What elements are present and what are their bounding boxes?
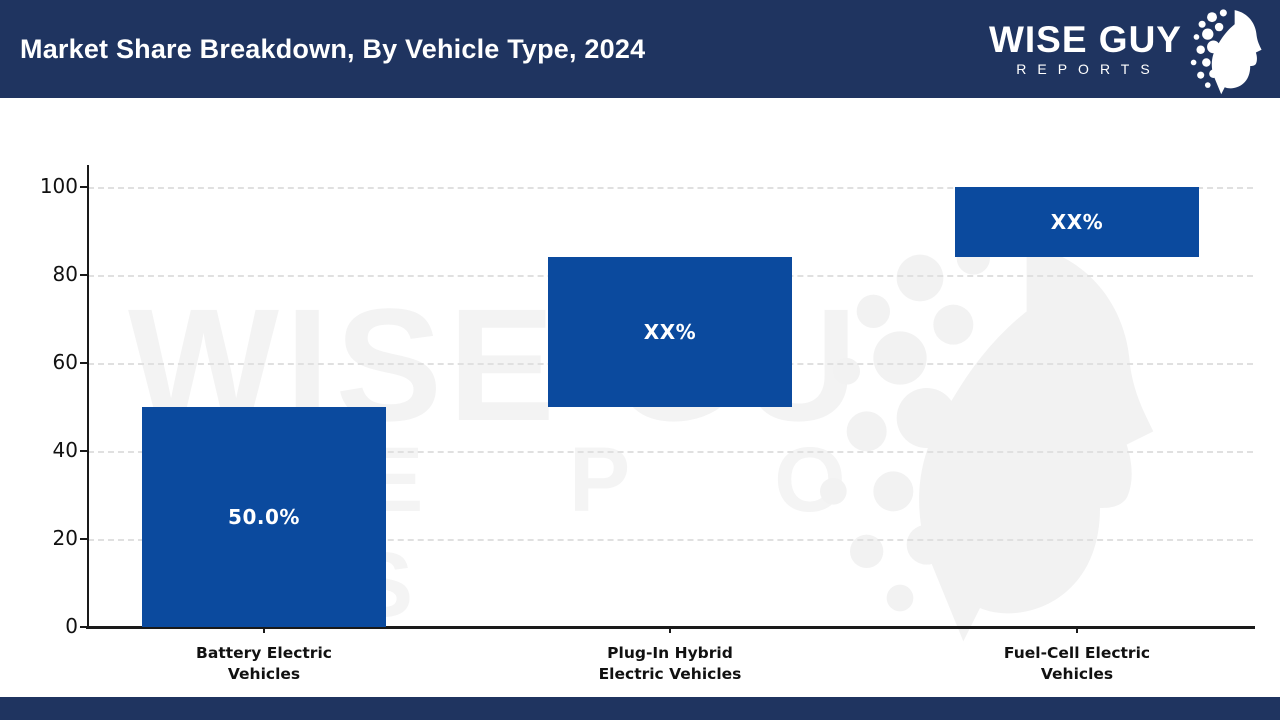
gridline (88, 187, 1253, 189)
x-tick-mark (1076, 627, 1078, 633)
category-label-line: Vehicles (227, 664, 301, 683)
category-label: Fuel-Cell Electric Vehicles (927, 643, 1227, 685)
footer-bar (0, 697, 1280, 720)
bar-segment: XX% (548, 257, 792, 407)
y-tick-label: 20 (52, 526, 78, 550)
bar-segment: 50.0% (142, 407, 386, 627)
category-label-line: Electric Vehicles (598, 664, 742, 683)
gridline (88, 451, 1253, 453)
brand-name: WISE GUY (988, 19, 1182, 60)
bar-value-label: XX% (643, 320, 697, 345)
bar-chart-plot: 0 20 40 60 80 100 50.0% XX% XX% Battery Electri… (40, 165, 1255, 683)
y-tick-mark (80, 626, 88, 628)
page-title: Market Share Breakdown, By Vehicle Type,… (20, 33, 646, 64)
category-label: Plug-In Hybrid Electric Vehicles (520, 643, 820, 685)
brand-logo: WISE GUY REPORTS (989, 3, 1280, 95)
category-label-line: Battery Electric (196, 644, 332, 662)
brand-logo-text: WISE GUY REPORTS (989, 21, 1182, 77)
bar-value-label: XX% (1050, 210, 1104, 235)
y-tick-mark (80, 274, 88, 276)
category-label: Battery Electric Vehicles (114, 643, 414, 685)
x-tick-mark (669, 627, 671, 633)
x-tick-mark (263, 627, 265, 633)
y-tick-label: 60 (52, 350, 78, 374)
y-tick-mark (80, 186, 88, 188)
header-bar: Market Share Breakdown, By Vehicle Type,… (0, 0, 1280, 98)
gridline (88, 539, 1253, 541)
brand-subname: REPORTS (1016, 61, 1161, 77)
brand-head-icon (1190, 9, 1262, 95)
y-tick-label: 0 (65, 614, 78, 638)
y-tick-mark (80, 450, 88, 452)
category-label-line: Plug-In Hybrid (607, 644, 733, 662)
y-tick-label: 80 (52, 262, 78, 286)
y-tick-label: 40 (52, 438, 78, 462)
category-label-line: Fuel-Cell Electric (1003, 644, 1151, 662)
bar-value-label: 50.0% (228, 505, 300, 529)
y-tick-mark (80, 362, 88, 364)
y-tick-mark (80, 538, 88, 540)
y-axis (87, 165, 89, 628)
bar-segment: XX% (955, 187, 1199, 258)
y-tick-label: 100 (39, 174, 78, 198)
category-label-line: Vehicles (1040, 664, 1114, 683)
